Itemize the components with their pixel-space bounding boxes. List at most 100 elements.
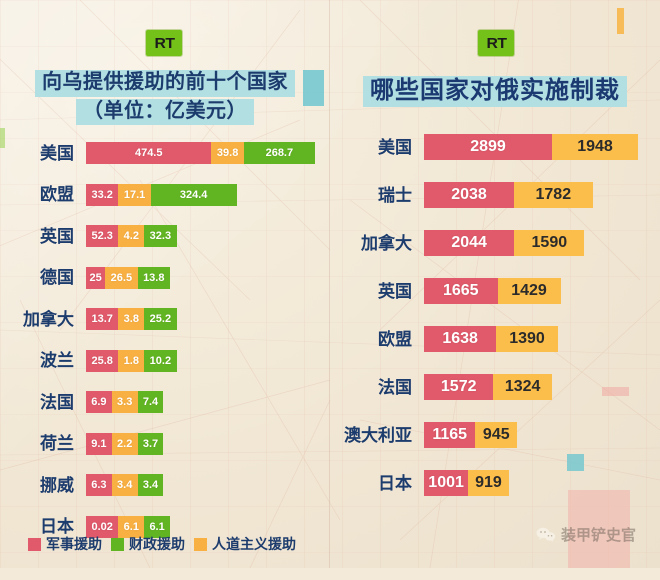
bar-segment-humanitarian: 39.8: [211, 142, 244, 164]
panel-divider: [329, 0, 330, 568]
bar-segment-military: 0.02: [86, 515, 119, 538]
bar-segment-humanitarian: 3.8: [118, 308, 145, 330]
table-row: 英国 52.3 4.2 32.3: [0, 221, 330, 251]
country-label: 荷兰: [40, 434, 74, 453]
stacked-bar: 1638 1390: [424, 326, 558, 352]
legend-item: 军事援助: [28, 534, 102, 554]
bar-segment-since2014: 1638: [424, 326, 497, 352]
wechat-icon: [536, 527, 556, 542]
country-label: 法国: [378, 377, 412, 397]
bar-segment-military: 13.7: [86, 308, 119, 330]
watermark-text: 装甲铲史官: [561, 526, 637, 544]
country-label: 日本: [40, 517, 74, 536]
stacked-bar: 1001 919: [424, 470, 509, 496]
bar-segment-humanitarian: 3.3: [111, 391, 138, 413]
right-panel: RT 哪些国家对俄实施制裁 美国 2899 1948 瑞士 2038 1782 加拿大 204…: [330, 0, 660, 568]
rt-logo-text: RT: [154, 34, 174, 52]
left-title-line2: （单位：亿美元）: [76, 98, 254, 126]
table-row: 日本 1001 919: [330, 468, 660, 498]
stacked-bar: 6.3 3.4 3.4: [86, 474, 164, 496]
stacked-bar: 1572 1324: [424, 374, 552, 400]
right-title-line1: 哪些国家对俄实施制裁: [363, 76, 627, 108]
table-row: 日本 0.02 6.1 6.1: [0, 512, 330, 542]
table-row: 欧盟 33.2 17.1 324.4: [0, 180, 330, 210]
bar-segment-humanitarian: 26.5: [105, 266, 138, 289]
country-label: 挪威: [40, 475, 74, 495]
table-row: 法国 1572 1324: [330, 372, 660, 402]
stacked-bar: 13.7 3.8 25.2: [86, 308, 177, 330]
table-row: 德国 25 26.5 13.8: [0, 263, 330, 293]
bar-segment-since2014: 1001: [424, 470, 469, 496]
deco-pink-strip: [602, 387, 629, 396]
table-row: 波兰 25.8 1.8 10.2: [0, 346, 330, 376]
stacked-bar: 33.2 17.1 324.4: [86, 183, 237, 206]
rt-logo-right: RT: [478, 30, 514, 56]
table-row: 澳大利亚 1165 945: [330, 420, 660, 450]
deco-green-sliver-left: [0, 128, 5, 148]
bar-segment-since2022: 1782: [513, 182, 593, 208]
deco-pink-block-bottom: [568, 490, 630, 568]
stacked-bar: 6.9 3.3 7.4: [86, 391, 164, 413]
bar-segment-humanitarian: 4.2: [118, 225, 145, 247]
table-row: 欧盟 1638 1390: [330, 324, 660, 354]
right-chart-title: 哪些国家对俄实施制裁: [330, 76, 660, 108]
table-row: 荷兰 9.1 2.2 3.7: [0, 429, 330, 459]
bar-segment-humanitarian: 6.1: [118, 515, 145, 538]
rt-logo-left: RT: [146, 30, 182, 56]
table-row: 英国 1665 1429: [330, 276, 660, 306]
stacked-bar: 52.3 4.2 32.3: [86, 225, 177, 247]
bar-segment-military: 25.8: [86, 349, 119, 372]
bar-segment-since2022: 945: [475, 422, 518, 448]
bar-segment-humanitarian: 2.2: [111, 432, 138, 455]
bar-segment-since2022: 919: [468, 470, 509, 496]
left-chart-legend: 军事援助 财政援助 人道主义援助: [28, 534, 296, 554]
country-label: 加拿大: [23, 309, 74, 329]
country-label: 瑞士: [378, 185, 412, 205]
stacked-bar: 2038 1782: [424, 182, 593, 208]
bar-segment-financial: 3.7: [137, 432, 164, 455]
bar-segment-financial: 324.4: [150, 183, 237, 206]
bar-segment-military: 6.9: [86, 391, 112, 413]
legend-swatch: [194, 537, 207, 551]
bar-segment-financial: 3.4: [137, 474, 164, 496]
bar-segment-since2014: 1165: [424, 422, 476, 448]
left-chart-title: 向乌提供援助的前十个国家 （单位：亿美元）: [0, 70, 330, 126]
country-label: 波兰: [40, 351, 74, 370]
bar-segment-financial: 13.8: [137, 266, 170, 289]
country-label: 英国: [40, 226, 74, 246]
bar-segment-since2022: 1590: [514, 230, 585, 256]
bar-segment-military: 52.3: [86, 225, 119, 247]
country-label: 德国: [40, 268, 74, 287]
watermark: 装甲铲史官: [536, 524, 636, 545]
left-title-line1: 向乌提供援助的前十个国家: [35, 70, 295, 97]
stacked-bar: 474.5 39.8 268.7: [86, 142, 315, 164]
bar-segment-since2022: 1948: [551, 134, 638, 160]
table-row: 加拿大 2044 1590: [330, 228, 660, 258]
stacked-bar: 9.1 2.2 3.7: [86, 432, 164, 455]
bar-segment-humanitarian: 17.1: [118, 183, 151, 206]
bar-segment-humanitarian: 3.4: [111, 474, 138, 496]
stacked-bar: 0.02 6.1 6.1: [86, 515, 170, 538]
bar-segment-military: 474.5: [86, 142, 212, 164]
bar-segment-since2014: 1572: [424, 374, 494, 400]
bar-segment-since2014: 2899: [424, 134, 552, 160]
country-label: 英国: [378, 281, 412, 301]
country-label: 欧盟: [40, 185, 74, 204]
bar-segment-financial: 7.4: [137, 391, 164, 413]
deco-teal-block: [303, 70, 324, 106]
stacked-bar: 1165 945: [424, 422, 518, 448]
rt-logo-text: RT: [486, 34, 506, 52]
deco-orange-bar-top: [617, 8, 624, 34]
left-panel: RT 向乌提供援助的前十个国家 （单位：亿美元） 美国 474.5 39.8 268.…: [0, 0, 330, 568]
bar-segment-military: 25: [86, 266, 106, 289]
deco-teal-small-block: [567, 454, 584, 471]
country-label: 美国: [40, 143, 74, 163]
legend-item: 人道主义援助: [194, 534, 296, 554]
legend-label: 人道主义援助: [212, 536, 296, 552]
bar-segment-military: 9.1: [86, 432, 112, 455]
table-row: 美国 474.5 39.8 268.7: [0, 138, 330, 168]
table-row: 美国 2899 1948: [330, 132, 660, 162]
bar-segment-since2022: 1390: [496, 326, 558, 352]
legend-swatch: [111, 537, 124, 551]
country-label: 加拿大: [361, 233, 412, 253]
